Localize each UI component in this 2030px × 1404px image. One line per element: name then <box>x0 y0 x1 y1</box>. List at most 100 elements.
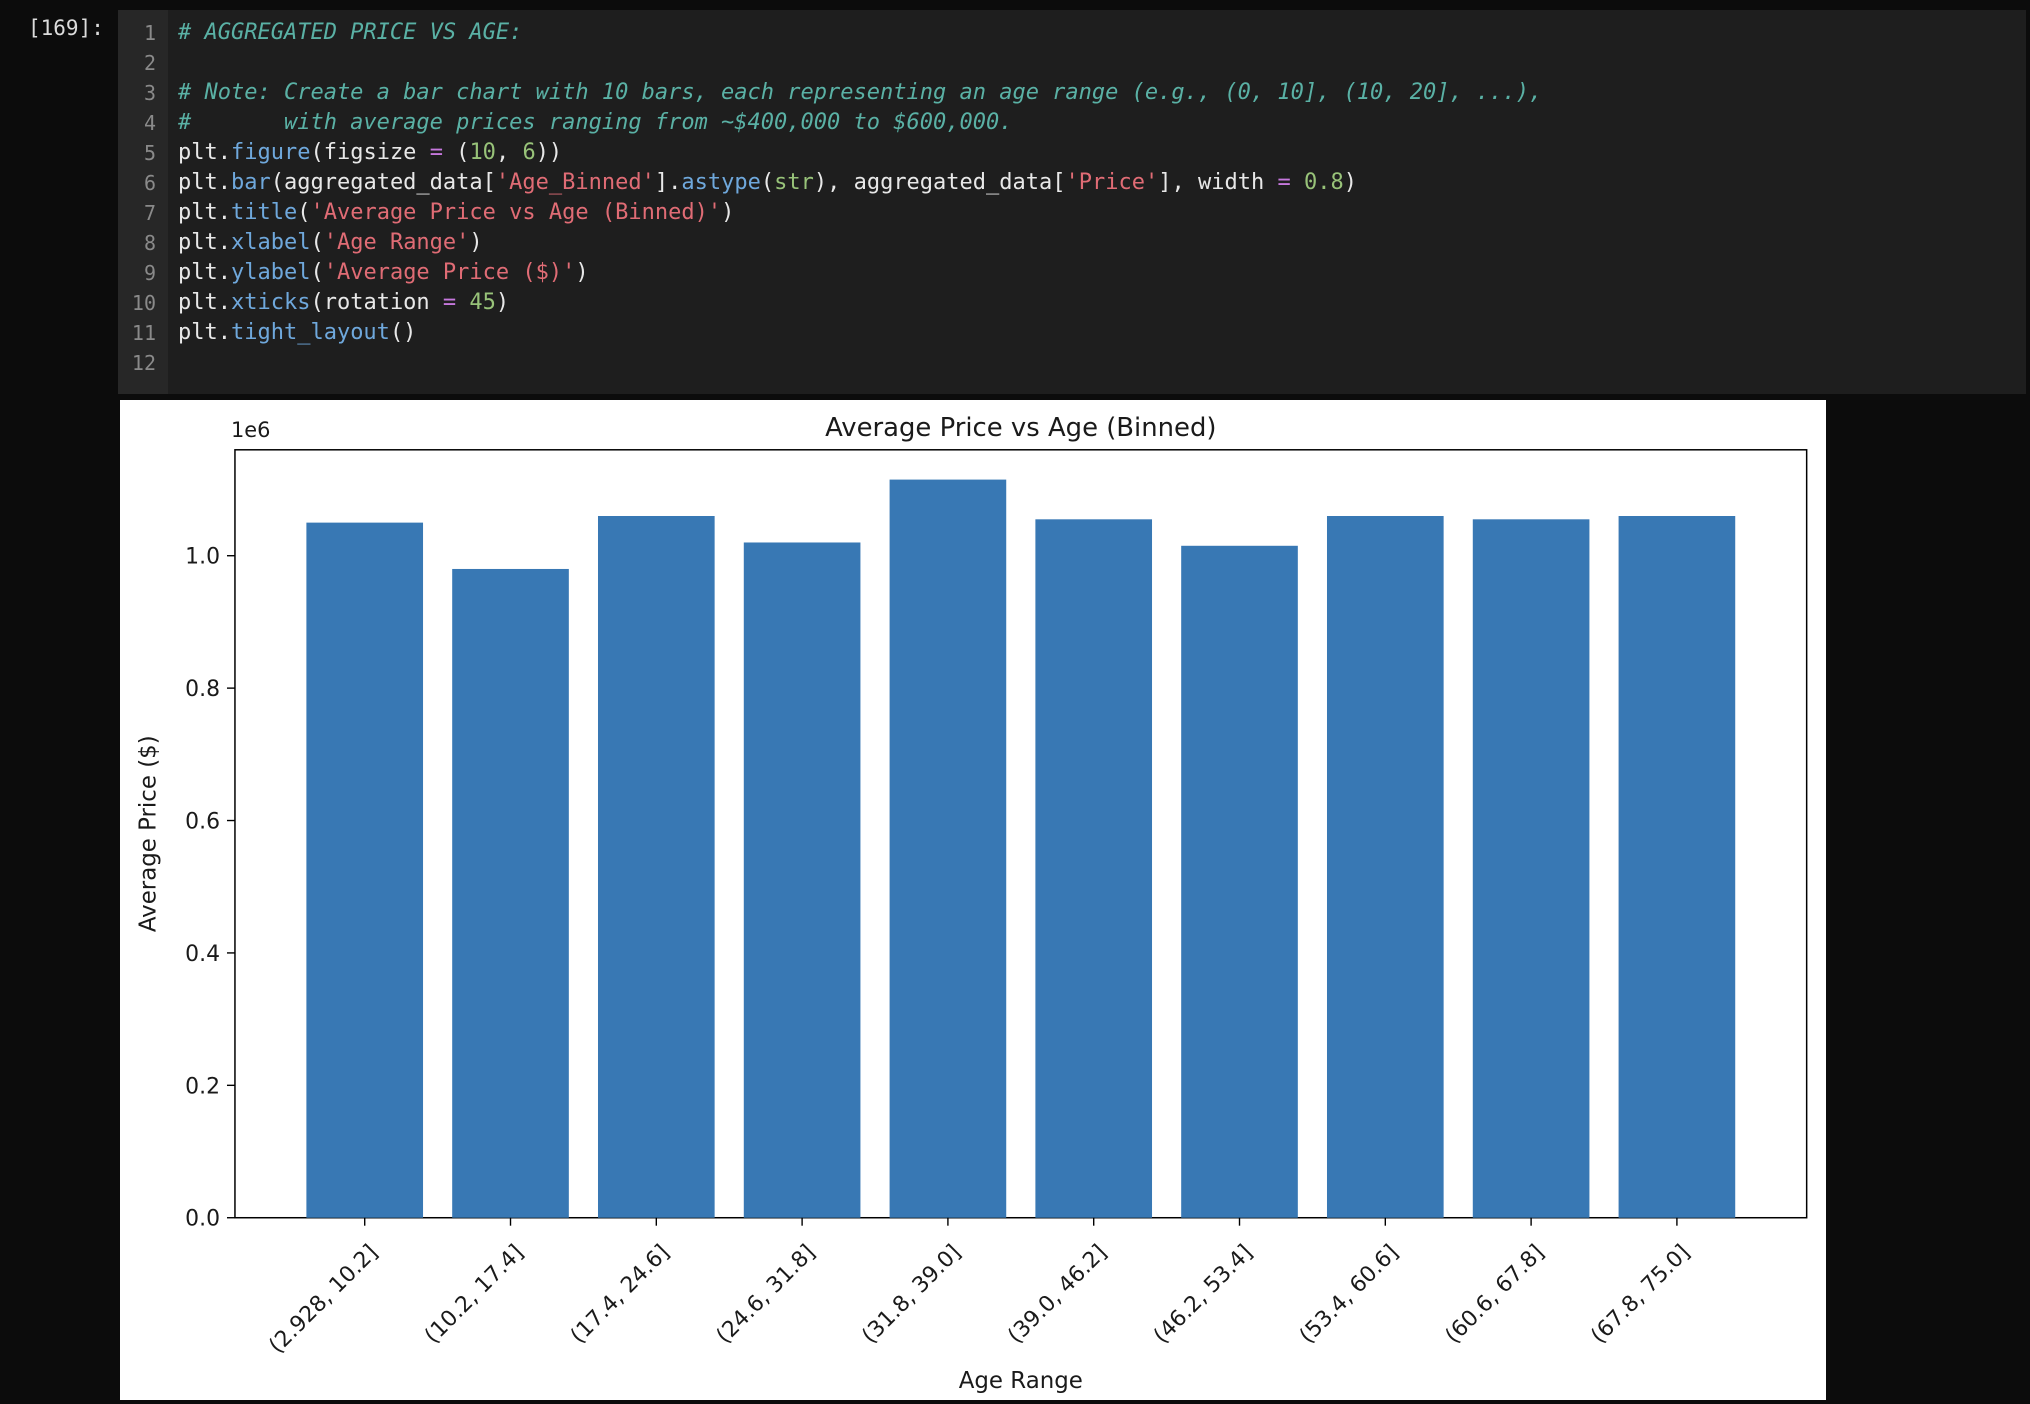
line-number: 12 <box>131 351 156 375</box>
line-number: 4 <box>143 111 156 135</box>
y-tick-label: 0.4 <box>185 942 220 967</box>
code-token: () <box>389 320 417 345</box>
code-line: 2 <box>118 48 2026 78</box>
code-token: 'Age_Binned' <box>495 170 655 195</box>
y-axis-label: Average Price ($) <box>135 735 161 932</box>
code-token: plt. <box>178 140 231 165</box>
code-token <box>456 290 469 315</box>
code-text: plt.xticks(rotation = 45) <box>168 288 509 318</box>
axes-frame <box>234 449 1808 1219</box>
code-token: 45 <box>469 290 496 315</box>
x-tick-label: (10.2, 17.4] <box>420 1240 529 1349</box>
line-number: 2 <box>143 51 156 75</box>
code-token <box>1291 170 1304 195</box>
x-tick-label: (17.4, 24.6] <box>566 1240 675 1349</box>
line-number: 8 <box>143 231 156 255</box>
line-number: 11 <box>131 321 156 345</box>
code-line: 9 plt.ylabel('Average Price ($)') <box>118 258 2026 288</box>
code-token: 'Price' <box>1065 170 1159 195</box>
code-text: plt.figure(figsize = (10, 6)) <box>168 138 562 168</box>
code-token: 'Average Price vs Age (Binned)' <box>310 200 722 225</box>
code-token: tight_layout <box>230 320 390 345</box>
bar <box>1618 516 1736 1218</box>
y-tick-label: 0.2 <box>185 1074 220 1099</box>
code-token: title <box>230 200 298 225</box>
x-tick-label: (31.8, 39.0] <box>857 1240 966 1349</box>
x-tick-label: (53.4, 60.6] <box>1295 1240 1404 1349</box>
code-token: 6 <box>522 140 536 165</box>
code-token: ylabel <box>230 260 311 285</box>
code-token: ], width <box>1158 170 1278 195</box>
code-text: plt.tight_layout() <box>168 318 416 348</box>
code-token: ( <box>760 170 775 195</box>
code-token: ) <box>575 260 589 285</box>
code-token: ) <box>1343 170 1357 195</box>
code-text: # with average prices ranging from ~$400… <box>168 108 1012 138</box>
code-token: ) <box>721 200 735 225</box>
code-token: , <box>495 140 523 165</box>
x-tick-label: (67.8, 75.0] <box>1586 1240 1695 1349</box>
code-token: = <box>1277 170 1291 195</box>
x-tick-label: (2.928, 10.2] <box>264 1240 382 1358</box>
code-token: str <box>774 170 814 195</box>
bar <box>597 516 715 1218</box>
y-tick-label: 0.0 <box>185 1207 220 1232</box>
code-line: 8 plt.xlabel('Age Range') <box>118 228 2026 258</box>
code-token: plt. <box>178 230 231 255</box>
line-number: 3 <box>143 81 156 105</box>
code-text: plt.title('Average Price vs Age (Binned)… <box>168 198 734 228</box>
code-token: # AGGREGATED PRICE VS AGE: <box>178 20 523 45</box>
code-line: 6 plt.bar(aggregated_data['Age_Binned'].a… <box>118 168 2026 198</box>
code-line: 1 # AGGREGATED PRICE VS AGE: <box>118 18 2026 48</box>
bar <box>306 522 424 1218</box>
code-token: )) <box>535 140 563 165</box>
code-line: 10 plt.xticks(rotation = 45) <box>118 288 2026 318</box>
line-number: 6 <box>143 171 156 195</box>
bar <box>452 568 569 1218</box>
code-token: (figsize <box>310 140 430 165</box>
code-token: ( <box>310 230 324 255</box>
code-token: 10 <box>469 140 496 165</box>
line-number: 1 <box>143 21 156 45</box>
x-axis-label: Age Range <box>959 1368 1083 1394</box>
code-line: 12 <box>118 348 2026 378</box>
x-tick-label: (60.6, 67.8] <box>1441 1240 1550 1349</box>
code-line: 4 # with average prices ranging from ~$40… <box>118 108 2026 138</box>
bar <box>1035 519 1153 1218</box>
code-text: # Note: Create a bar chart with 10 bars,… <box>168 78 1542 108</box>
code-token: plt. <box>178 200 231 225</box>
bar <box>1181 545 1298 1218</box>
code-line: 7 plt.title('Average Price vs Age (Binned… <box>118 198 2026 228</box>
code-text: plt.bar(aggregated_data['Age_Binned'].as… <box>168 168 1357 198</box>
bar <box>889 479 1007 1218</box>
code-token: 'Age Range' <box>323 230 470 255</box>
code-editor[interactable]: 1 # AGGREGATED PRICE VS AGE: 2 3 # Note: Cre… <box>118 18 2026 378</box>
code-token: astype <box>681 170 761 195</box>
execution-count: [169]: <box>28 16 104 40</box>
code-text: plt.ylabel('Average Price ($)') <box>168 258 589 288</box>
x-tick-label: (46.2, 53.4] <box>1149 1240 1258 1349</box>
code-token: (rotation <box>310 290 443 315</box>
y-tick-label: 0.6 <box>185 809 220 834</box>
code-token: = <box>429 140 443 165</box>
code-token: bar <box>230 170 271 195</box>
code-token: ), aggregated_data[ <box>813 170 1066 195</box>
code-line: 5 plt.figure(figsize = (10, 6)) <box>118 138 2026 168</box>
code-line: 11 plt.tight_layout() <box>118 318 2026 348</box>
code-line: 3 # Note: Create a bar chart with 10 bars… <box>118 78 2026 108</box>
cell-output: 0.0 0.2 0.4 0.6 0.8 1.0 1e6 (2.928, 10.2] (10.2,… <box>120 400 1826 1400</box>
code-token: ( <box>310 260 324 285</box>
code-token: = <box>442 290 457 315</box>
code-token: plt. <box>178 170 231 195</box>
line-number: 7 <box>143 201 156 225</box>
code-token: xticks <box>230 290 311 315</box>
bar <box>1472 519 1590 1218</box>
code-cell[interactable]: 1 # AGGREGATED PRICE VS AGE: 2 3 # Note: Cre… <box>118 10 2026 394</box>
code-token: plt. <box>178 290 231 315</box>
code-token: ) <box>495 290 510 315</box>
code-token: plt. <box>178 260 231 285</box>
bar <box>1326 516 1444 1218</box>
code-text: plt.xlabel('Age Range') <box>168 228 483 258</box>
code-token: plt. <box>178 320 231 345</box>
code-token: 0.8 <box>1303 170 1344 195</box>
